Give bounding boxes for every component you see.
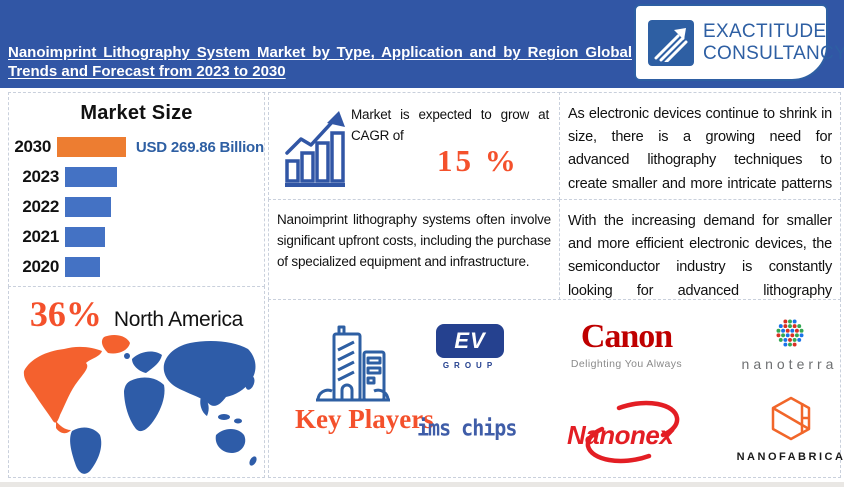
cost-insight-panel: Nanoimprint lithography systems often in… [268,199,560,300]
brand-logo: EXACTITUDE CONSULTANCY [634,4,844,81]
cost-insight-text: Nanoimprint lithography systems often in… [277,212,551,269]
region-panel: 36% North America [8,286,265,478]
bar-row-2023: 2023 [9,167,264,187]
swoosh-icon [585,400,680,464]
logo-nanonex: Nanonex [561,400,701,464]
bar-year-label: 2030 [14,137,51,156]
bar-2030 [57,137,126,157]
page-title: Nanoimprint Lithography System Market by… [8,44,632,80]
buildings-icon [316,325,390,402]
world-map [23,335,257,474]
bar-chart: 2030 USD 269.86 Billion 2023 2022 2021 2… [9,137,264,277]
growth-chart-icon [285,111,345,187]
bar-year-label: 2022 [22,197,59,216]
bar-2020 [65,257,100,277]
bar-row-2030: 2030 USD 269.86 Billion [9,137,264,157]
nanoterra-wordmark: nanoterra [741,356,838,372]
brand-name-line1: EXACTITUDE [703,21,827,43]
demand-insight-panel: With the increasing demand for smaller a… [559,199,841,322]
bar-2021 [65,227,105,247]
region-share-value: 36% [29,294,102,334]
bar-value-label: USD 269.86 Billion [135,138,264,156]
key-players-heading: Key Players [295,404,434,434]
bar-2022 [65,197,111,217]
shrink-insight-panel: As electronic devices continue to shrink… [559,92,841,215]
cagr-panel: Market is expected to grow at CAGR of 15… [268,92,560,200]
bar-year-label: 2023 [22,167,59,186]
nanofabrica-wordmark: NANOFABRICA [736,451,844,463]
nanonex-wordmark: Nanonex [567,420,674,450]
region-headline: 36% North America [9,293,264,335]
bar-row-2020: 2020 [9,257,264,277]
globe-dots-icon [776,319,803,347]
key-players-panel: Key Players EV GROUP ims chips Canon Del… [268,299,844,478]
ims-chips-text: ims chips [417,414,517,442]
chart-title: Market Size [80,102,193,124]
region-name-label: North America [113,308,244,331]
bar-row-2021: 2021 [9,227,264,247]
cagr-lead-text: Market is expected to grow at CAGR of [351,107,549,143]
canon-tagline: Delighting You Always [570,358,683,370]
bar-row-2022: 2022 [9,197,264,217]
brand-name-line2: CONSULTANCY [703,42,844,64]
cube-icon [771,396,811,441]
header-band: Nanoimprint Lithography System Market by… [0,0,844,88]
logo-ev-group: EV GROUP [434,324,506,370]
brand-name: EXACTITUDE CONSULTANCY [703,21,844,64]
logo-nanofabrica: NANOFABRICA [731,396,844,463]
bar-2023 [65,167,117,187]
logo-nanoterra: nanoterra [727,318,844,372]
trend-arrows-icon [648,19,694,66]
canon-wordmark: Canon [580,318,673,355]
ev-group-badge: EV [436,324,504,358]
bottom-strip [0,482,844,487]
bar-year-label: 2021 [22,227,59,246]
demand-insight-text: With the increasing demand for smaller a… [568,213,832,322]
logo-canon: Canon Delighting You Always [569,318,684,370]
logo-ims-chips: ims chips [417,414,547,442]
ev-group-subtext: GROUP [442,361,498,370]
market-size-panel: Market Size 2030 USD 269.86 Billion 2023… [8,92,265,287]
cagr-value: 15 % [437,143,519,178]
bar-year-label: 2020 [22,257,59,276]
